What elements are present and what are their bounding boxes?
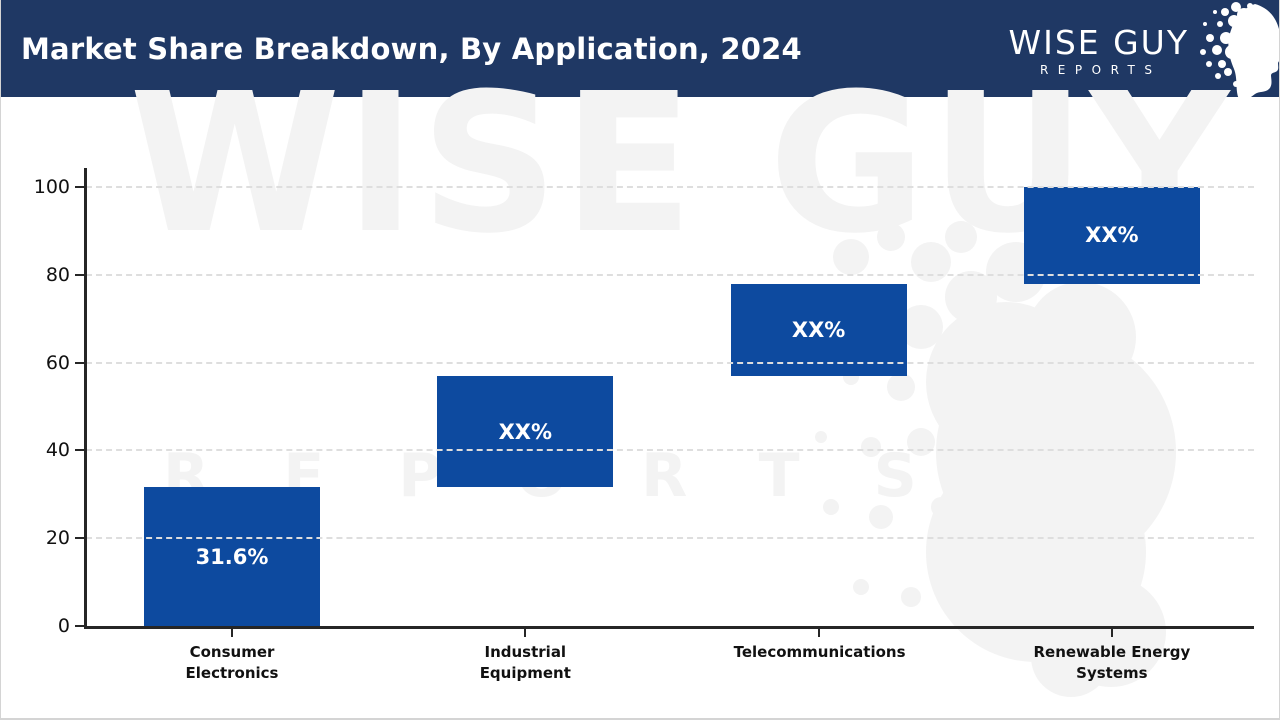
chart-area: WISE GUY REPORTS 31.6%Consumer Electroni… [1, 53, 1279, 718]
x-category-label: Telecommunications [733, 643, 906, 661]
y-gridline [86, 361, 1254, 364]
brand-face-icon [1200, 2, 1279, 97]
bar-renewable-energy-systems [1023, 187, 1200, 284]
x-tick-mark [231, 628, 233, 637]
y-tick-mark [75, 449, 84, 452]
y-tick-label: 60 [45, 351, 70, 374]
brand-wordmark: WISE GUY REPORTS [1008, 26, 1189, 77]
brand-name-text: WISE GUY [1008, 23, 1189, 62]
brand-subtext: REPORTS [1039, 63, 1162, 77]
x-tick-mark [1110, 628, 1113, 637]
bar-telecommunications [730, 283, 907, 376]
y-tick-mark [75, 537, 84, 540]
y-tick-label: 0 [57, 615, 70, 637]
y-tick-mark [75, 361, 84, 364]
x-tick-mark [817, 628, 820, 637]
watermark-face-icon [815, 221, 1176, 697]
y-tick-label: 80 [45, 263, 70, 286]
header-bar: Market Share Breakdown, By Application, … [1, 0, 1279, 97]
bar-industrial-equipment [437, 375, 614, 488]
bar-value-label: XX% [498, 419, 553, 444]
x-category-label: Renewable Energy Systems [1033, 643, 1191, 682]
y-axis-line [84, 168, 87, 628]
brand-logo: WISE GUY REPORTS [1008, 0, 1279, 97]
x-category-label: Consumer Electronics [185, 643, 279, 682]
y-gridline [86, 273, 1254, 276]
y-tick-label: 100 [33, 176, 70, 198]
y-gridline [86, 537, 1254, 540]
y-tick-mark [75, 186, 84, 188]
x-category-label: Industrial Equipment [479, 643, 571, 682]
y-tick-mark [75, 625, 84, 627]
x-tick-mark [524, 628, 527, 637]
y-tick-label: 40 [45, 439, 70, 462]
y-tick-mark [75, 273, 84, 276]
bar-consumer-electronics [144, 487, 320, 626]
y-tick-label: 20 [45, 527, 70, 550]
y-gridline [86, 186, 1254, 188]
y-gridline [86, 449, 1254, 452]
bar-value-label: XX% [1085, 223, 1139, 248]
bar-value-label: XX% [791, 317, 846, 342]
bar-value-label: 31.6% [195, 544, 269, 569]
chart-title: Market Share Breakdown, By Application, … [21, 31, 802, 66]
x-axis-line [84, 626, 1254, 629]
